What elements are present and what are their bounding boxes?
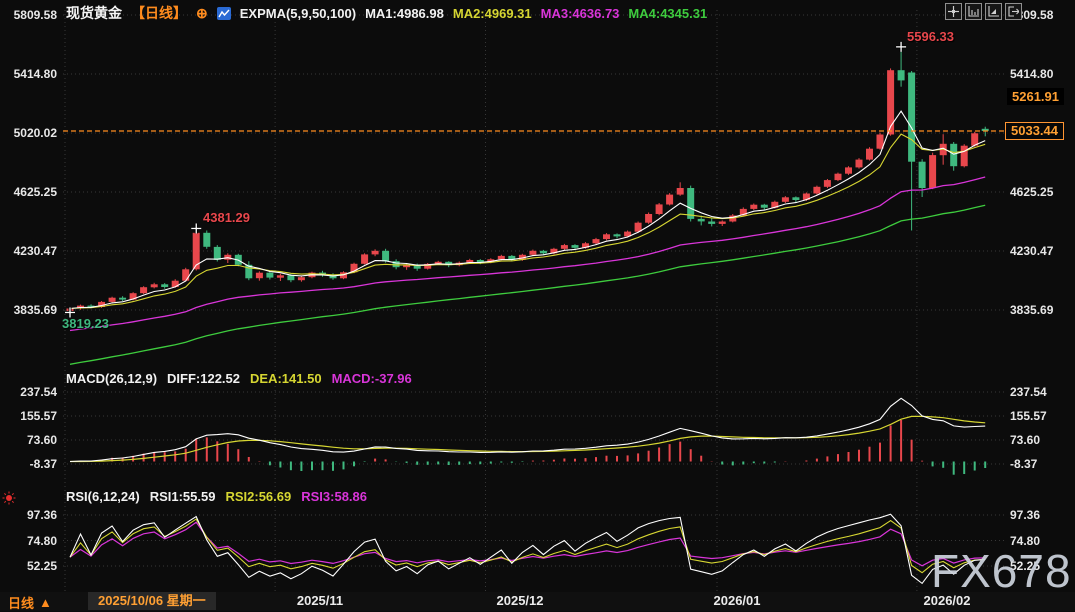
main-chart-header: 现货黄金 【日线】 ⊕ EXPMA(5,9,50,100) MA1:4986.9… [66,3,707,23]
add-indicator-icon[interactable]: ⊕ [196,4,208,21]
ma4-value: MA4:4345.31 [628,5,708,21]
chart-toolbar [945,3,1022,20]
macd-bar-value: MACD:-37.96 [331,371,412,386]
ma2-value: MA2:4969.31 [452,5,532,21]
month-label-nov: 2025/11 [296,593,344,608]
period-selector[interactable]: 日线 ▲ [8,593,52,612]
axis-tick-label: 155.57 [20,409,57,423]
peak-high-label: 5596.33 [907,29,954,44]
axis-tick-label: -8.37 [1010,457,1038,471]
fx678-watermark: FX678 [931,545,1072,597]
new-indicator-window-icon[interactable] [965,3,982,20]
axis-tick-label: 73.60 [1010,433,1041,447]
time-axis-bar: 日线 ▲ 2025/10/06 星期一 2025/11 2025/12 2026… [0,592,1075,611]
crosshair-icon[interactable] [945,3,962,20]
indicator-settings-icon[interactable] [985,3,1002,20]
macd-name: MACD(26,12,9) [66,371,158,386]
axis-tick-label: 155.57 [1010,409,1047,423]
macd-dea-value: DEA:141.50 [250,371,322,386]
macd-diff-value: DIFF:122.52 [167,371,241,386]
macd-header: MACD(26,12,9) DIFF:122.52 DEA:141.50 MAC… [66,371,412,386]
rsi-name: RSI(6,12,24) [66,489,140,504]
month-label-feb: 2026/02 [923,593,971,608]
selected-date-chip: 2025/10/06 星期一 [88,592,216,610]
axis-tick-label: 237.54 [20,385,57,399]
session-high-tag: 5261.91 [1007,88,1064,105]
chevron-up-icon: ▲ [39,595,52,610]
axis-tick-label: 73.60 [26,433,57,447]
expma-label: EXPMA(5,9,50,100) [239,5,357,21]
last-price-tag: 5033.44 [1005,122,1064,140]
axis-tick-label: 74.80 [1010,534,1041,548]
rsi2-value: RSI2:56.69 [225,489,292,504]
axis-tick-label: -8.37 [29,457,57,471]
axis-tick-label: 52.25 [26,559,57,573]
axis-tick-label: 74.80 [26,534,57,548]
axis-tick-label: 3835.69 [13,303,57,317]
ma1-value: MA1:4986.98 [365,5,444,21]
period-selector-label: 日线 [8,596,35,611]
rsi-header: RSI(6,12,24) RSI1:55.59 RSI2:56.69 RSI3:… [66,489,367,504]
october-high-label: 4381.29 [203,210,250,225]
period-tag: 【日线】 [131,5,187,21]
axis-tick-label: 5020.02 [13,126,57,140]
close-panel-icon[interactable] [1005,3,1022,20]
month-label-jan: 2026/01 [713,593,761,608]
chart-type-icon[interactable] [216,6,231,20]
axis-tick-label: 5414.80 [13,67,57,81]
axis-tick-label: 4230.47 [13,244,57,258]
axis-tick-label: 5414.80 [1010,67,1054,81]
axis-tick-label: 4625.25 [13,185,57,199]
axis-tick-label: 52.25 [1010,559,1041,573]
axis-tick-label: 97.36 [26,508,57,522]
rsi1-value: RSI1:55.59 [149,489,216,504]
first-low-label: 3819.23 [62,316,109,331]
axis-tick-label: 5809.58 [13,8,57,22]
axis-tick-label: 4230.47 [1010,244,1054,258]
axis-tick-label: 237.54 [1010,385,1047,399]
alert-dot-icon [2,491,16,510]
ma3-value: MA3:4636.73 [540,5,620,21]
month-label-dec: 2025/12 [496,593,544,608]
symbol-name: 现货黄金 [66,5,122,21]
axis-tick-label: 3835.69 [1010,303,1054,317]
axis-tick-label: 97.36 [1010,508,1041,522]
axis-tick-label: 4625.25 [1010,185,1054,199]
rsi3-value: RSI3:58.86 [301,489,367,504]
